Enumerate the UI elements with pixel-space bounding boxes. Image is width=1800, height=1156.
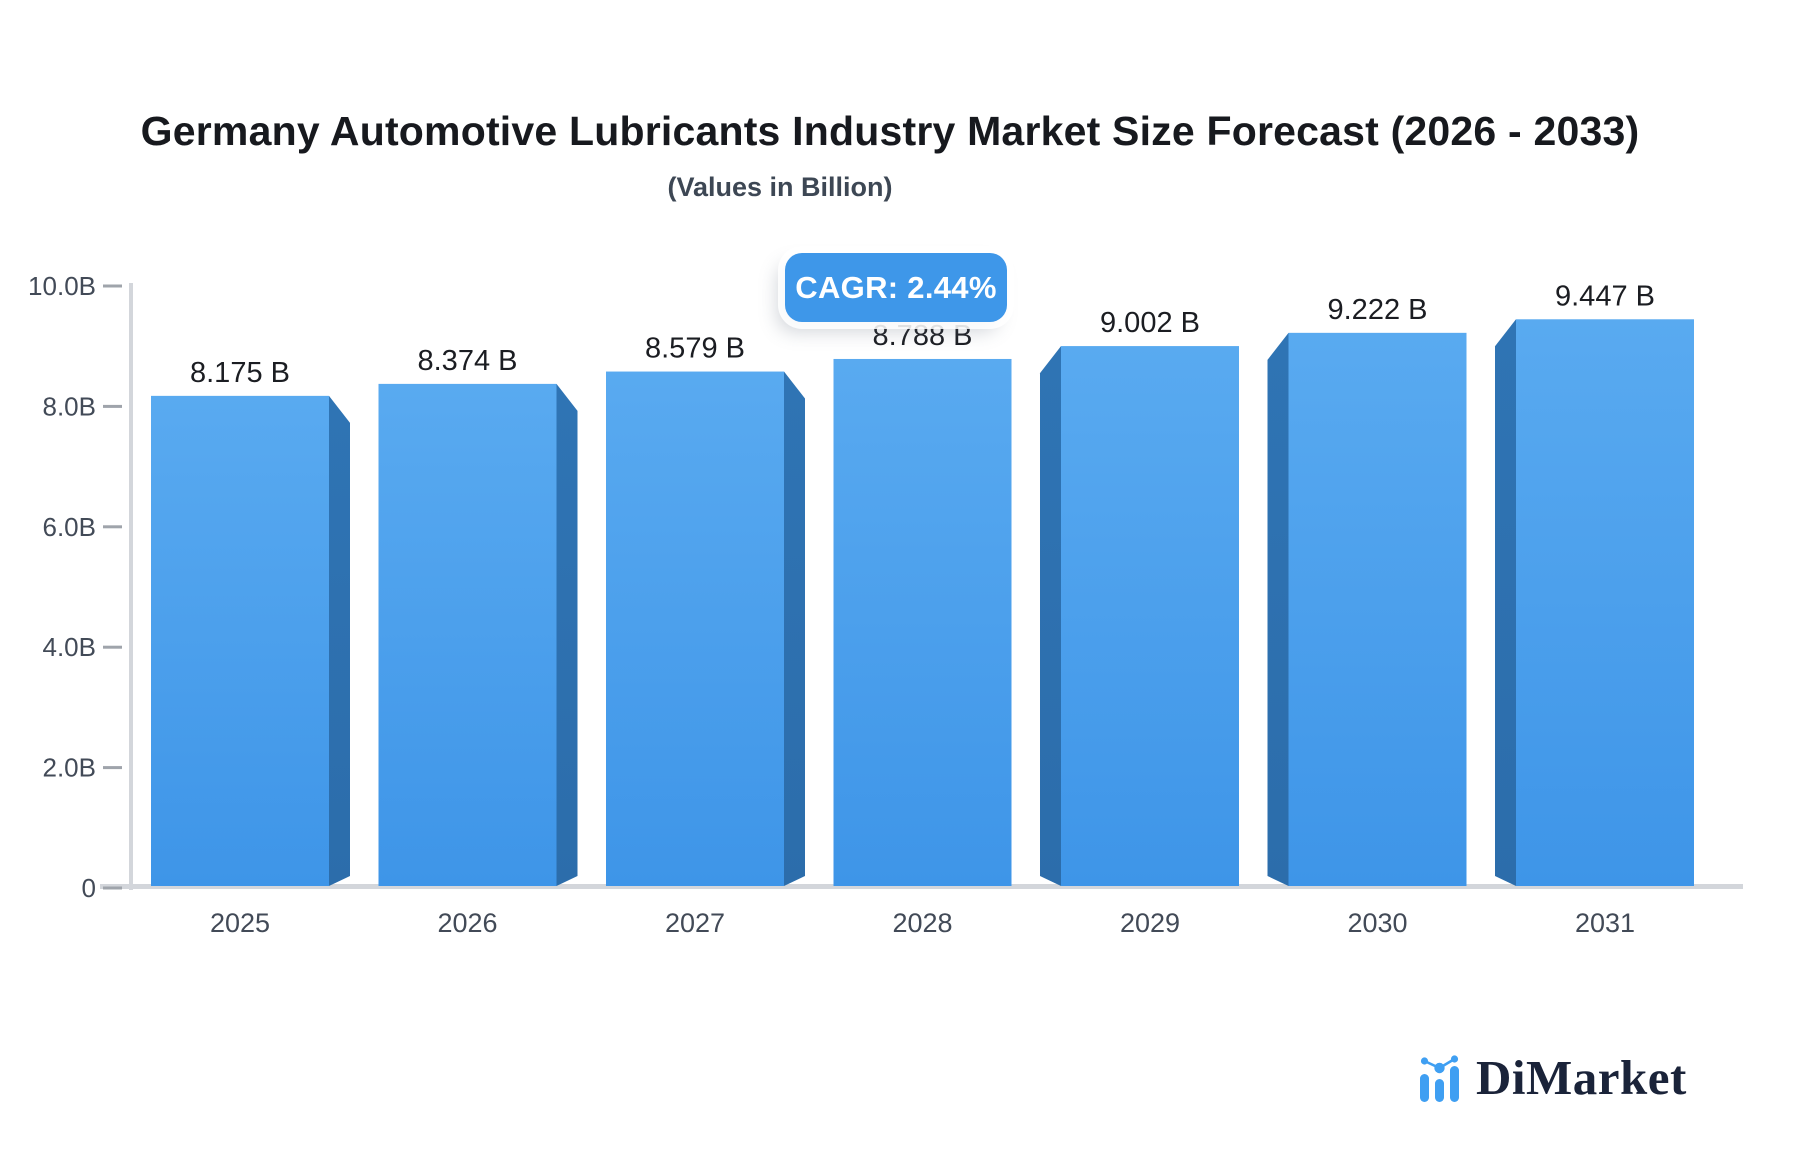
- bar-value-label: 9.222 B: [1328, 294, 1428, 326]
- y-tick-mark: [103, 645, 122, 649]
- x-tick-label: 2029: [1120, 908, 1180, 938]
- x-tick-label: 2026: [437, 908, 497, 938]
- bar-side-face: [1495, 319, 1516, 886]
- mini-bar-line-chart-icon: [1420, 1055, 1459, 1102]
- y-tick-label: 8.0B: [43, 391, 97, 421]
- cagr-badge-label: CAGR: 2.44%: [795, 269, 997, 305]
- bar-value-label: 9.447 B: [1555, 280, 1655, 312]
- bar-2026[interactable]: [378, 383, 557, 886]
- chart-title: Germany Automotive Lubricants Industry M…: [140, 108, 1640, 154]
- bar-side-face: [1040, 346, 1061, 886]
- x-tick-label: 2030: [1347, 908, 1407, 938]
- bar-side-face: [556, 383, 578, 886]
- y-tick-mark: [103, 525, 122, 529]
- bar-value-label: 8.374 B: [418, 345, 518, 377]
- y-axis-line: [129, 283, 133, 890]
- bar-value-label: 8.788 B: [873, 320, 973, 352]
- brand-name: DiMarket: [1476, 1050, 1687, 1105]
- bar-2027[interactable]: [606, 371, 784, 886]
- chart-subtitle: (Values in Billion): [667, 172, 893, 202]
- x-tick-label: 2028: [892, 908, 952, 938]
- bar-side-face: [784, 371, 805, 886]
- x-tick-label: 2025: [210, 908, 270, 938]
- y-tick-label: 0: [82, 873, 96, 903]
- y-tick-label: 10.0B: [28, 271, 96, 301]
- x-tick-label: 2031: [1575, 908, 1635, 938]
- y-tick-label: 2.0B: [43, 753, 97, 783]
- bar-value-label: 9.002 B: [1100, 307, 1200, 339]
- brand-logo[interactable]: DiMarket: [1420, 1052, 1687, 1102]
- y-tick-mark: [103, 284, 122, 288]
- bar-2029[interactable]: [1061, 346, 1239, 886]
- bar-side-face: [329, 395, 350, 886]
- y-tick-mark: [103, 404, 122, 408]
- bar-2031[interactable]: [1516, 319, 1694, 886]
- y-tick-mark: [103, 886, 122, 890]
- x-tick-label: 2027: [665, 908, 725, 938]
- bar-value-label: 8.175 B: [190, 357, 290, 389]
- y-tick-label: 4.0B: [43, 632, 97, 662]
- bar-value-label: 8.579 B: [645, 333, 745, 365]
- bar-side-face: [1267, 332, 1289, 887]
- cagr-badge: CAGR: 2.44%: [785, 253, 1007, 322]
- bar-2025[interactable]: [151, 395, 329, 886]
- bar-2030[interactable]: [1288, 332, 1467, 887]
- bar-2028[interactable]: [833, 358, 1012, 886]
- y-tick-label: 6.0B: [43, 512, 97, 542]
- y-tick-mark: [103, 766, 122, 770]
- x-axis-line: [100, 884, 1743, 889]
